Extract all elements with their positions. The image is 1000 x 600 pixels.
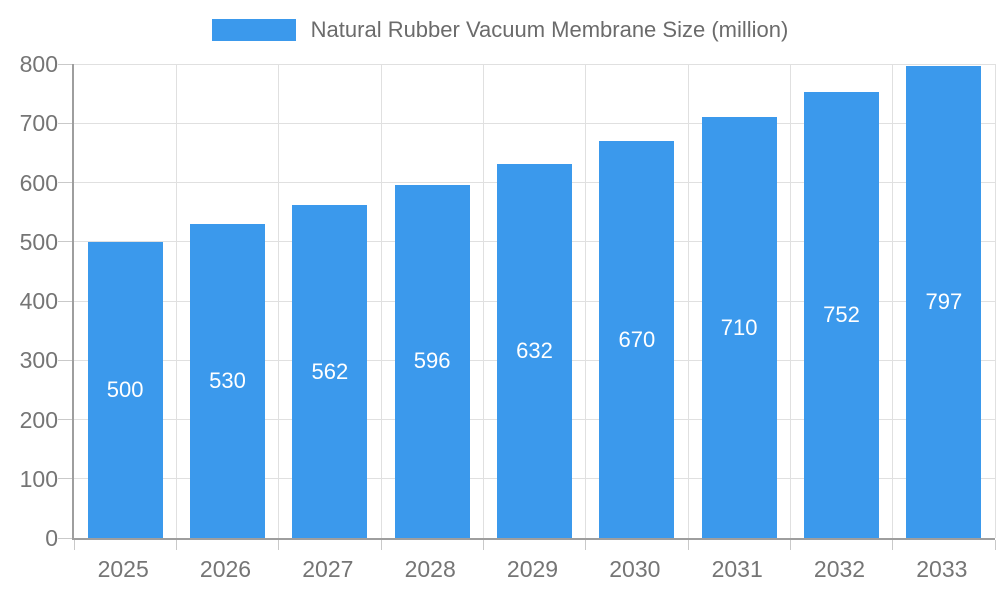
bar-value-label: 530	[209, 367, 246, 393]
bar-2029[interactable]: 632	[497, 163, 572, 538]
gridline-vertical	[994, 64, 996, 538]
x-axis-category-label: 2033	[916, 556, 968, 582]
gridline-vertical	[892, 64, 894, 538]
x-axis-tick	[175, 540, 177, 550]
y-axis-tick	[58, 478, 72, 480]
gridline-vertical	[175, 64, 177, 538]
legend[interactable]: Natural Rubber Vacuum Membrane Size (mil…	[0, 17, 1000, 43]
bar-value-label: 797	[925, 288, 963, 314]
x-axis-category-label: 2025	[97, 556, 149, 582]
x-axis-tick	[585, 540, 587, 550]
gridline-vertical	[585, 64, 587, 538]
bar-value-label: 752	[823, 302, 860, 328]
bar-value-label: 670	[618, 326, 656, 352]
bar-2025[interactable]: 500	[87, 241, 163, 538]
bar-2026[interactable]: 530	[190, 223, 265, 538]
gridline-horizontal	[74, 122, 995, 124]
y-axis-tick-label: 800	[19, 51, 58, 77]
x-axis-tick	[687, 540, 689, 550]
x-axis-tick	[892, 540, 894, 550]
gridline-vertical	[687, 64, 689, 538]
y-axis-tick	[58, 359, 72, 361]
x-axis-tick	[789, 540, 791, 550]
y-axis-tick-label: 100	[19, 465, 58, 492]
y-axis-tick	[58, 537, 72, 539]
bar-value-label: 562	[311, 358, 349, 384]
bar-2031[interactable]: 710	[701, 117, 777, 538]
x-axis-tick	[73, 540, 75, 550]
gridline-vertical	[278, 64, 280, 538]
x-axis-category-label: 2031	[711, 556, 763, 582]
bar-2030[interactable]: 670	[599, 141, 675, 538]
y-axis-tick-label: 700	[19, 110, 58, 137]
gridline-vertical	[380, 64, 382, 538]
y-axis-tick	[58, 300, 72, 302]
y-axis-tick-label: 300	[19, 347, 58, 374]
x-axis-category-label: 2029	[506, 556, 559, 582]
x-axis-tick	[380, 540, 382, 550]
gridline-horizontal	[74, 63, 995, 65]
bar-2032[interactable]: 752	[804, 92, 879, 538]
gridline-vertical	[482, 64, 484, 538]
bar-value-label: 632	[516, 337, 553, 363]
x-axis-category-label: 2028	[404, 556, 456, 582]
x-axis-labels: 2025 2026 2027 2028 2029 2030 2031 2032 2033	[72, 556, 993, 586]
y-axis-tick-label: 500	[19, 228, 58, 255]
y-axis-tick-label: 200	[19, 406, 58, 433]
x-axis-tick	[278, 540, 280, 550]
bar-value-label: 500	[106, 376, 144, 402]
y-axis-tick	[58, 63, 72, 65]
y-axis-tick	[58, 419, 72, 420]
y-axis-tick	[58, 182, 72, 183]
x-axis-category-label: 2027	[302, 556, 354, 582]
x-axis-category-label: 2026	[199, 556, 252, 582]
bar-2027[interactable]: 562	[292, 205, 368, 538]
x-axis-category-label: 2030	[609, 556, 661, 582]
y-axis-tick	[58, 241, 72, 243]
y-axis-tick-label: 400	[19, 288, 58, 314]
bar-2028[interactable]: 596	[394, 184, 470, 538]
gridline-vertical	[789, 64, 791, 538]
bar-value-label: 596	[413, 348, 451, 374]
x-axis-category-label: 2032	[813, 556, 866, 582]
x-axis-tick	[994, 540, 996, 550]
plot-area: 500 530 562 596 632 670 710 752 797	[58, 63, 996, 550]
bar-value-label: 710	[720, 314, 758, 340]
y-axis-labels: 0 100 200 300 400 500 600 700 800	[0, 51, 58, 551]
y-axis-tick-label: 0	[45, 525, 58, 551]
y-axis-tick-label: 600	[19, 169, 58, 196]
y-axis-tick	[58, 122, 72, 124]
legend-swatch-icon	[211, 19, 296, 41]
bar-2033[interactable]: 797	[906, 65, 982, 538]
x-axis-tick	[482, 540, 484, 550]
legend-label: Natural Rubber Vacuum Membrane Size (mil…	[310, 17, 789, 42]
